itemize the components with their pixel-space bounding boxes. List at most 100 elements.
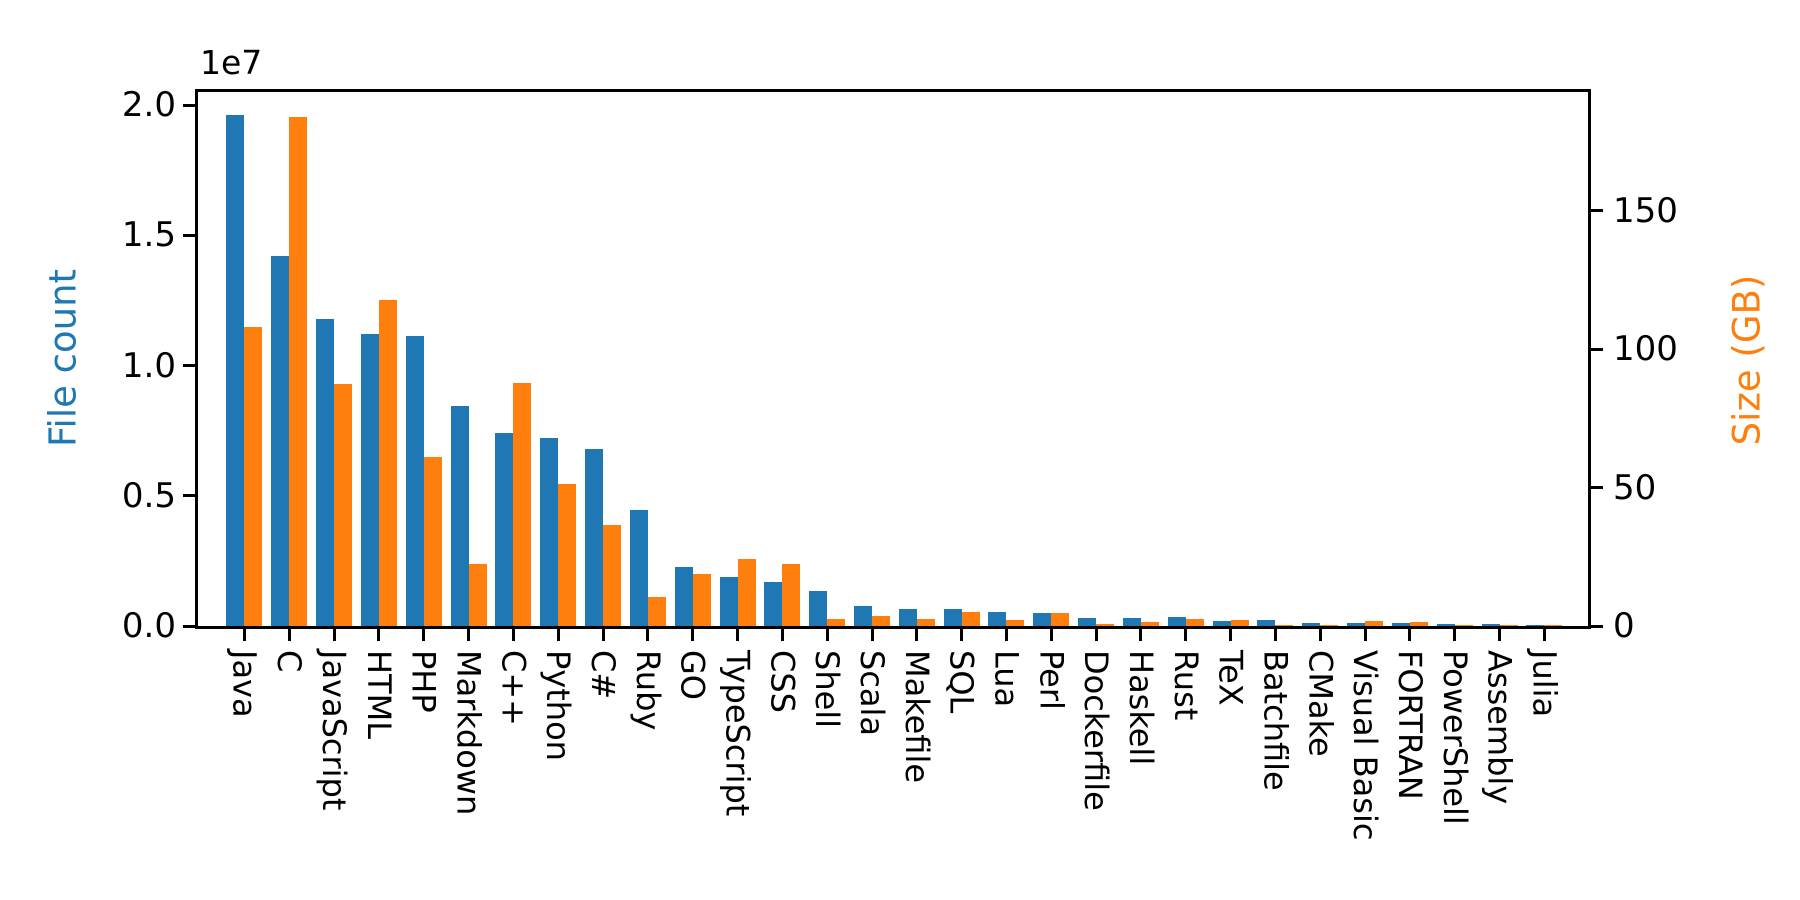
y-tick-label-right: 100 <box>1613 329 1678 369</box>
x-tick-label: TeX <box>1211 650 1250 706</box>
x-axis: Java C JavaScript HTML PHP Markdown C++ Python C… <box>198 629 1588 895</box>
file-count-bar <box>943 609 962 626</box>
size-bar <box>916 619 935 626</box>
size-bar <box>1096 624 1115 626</box>
size-bar <box>603 525 622 626</box>
bar-group <box>625 92 670 626</box>
x-tick <box>556 629 560 641</box>
file-count-bar <box>1033 613 1052 626</box>
x-tick-label: PHP <box>404 650 443 713</box>
x-tick-label: C++ <box>494 650 533 726</box>
file-count-bar <box>271 256 290 626</box>
bar-group <box>715 92 760 626</box>
file-count-bar <box>854 606 872 626</box>
file-count-bar <box>898 609 917 626</box>
x-tick-label: C# <box>584 650 623 700</box>
size-bar <box>872 616 890 626</box>
x-tick <box>377 629 381 641</box>
y-tick-label-left: 1.0 <box>121 346 176 386</box>
file-count-bar <box>405 336 424 626</box>
x-axis-column: TypeScript <box>715 629 760 895</box>
size-bar <box>558 484 577 626</box>
y-tick-label-left: 2.0 <box>121 85 176 125</box>
bar-group <box>850 92 895 626</box>
x-tick <box>422 629 426 641</box>
bar-group <box>1119 92 1164 626</box>
bar-group <box>1208 92 1253 626</box>
x-axis-column: Batchfile <box>1253 629 1298 895</box>
x-tick <box>1229 629 1233 641</box>
x-axis-column: Makefile <box>894 629 939 895</box>
size-bar <box>1185 619 1204 626</box>
bar-group <box>356 92 401 626</box>
file-count-bar <box>1078 618 1097 626</box>
x-tick-label: Lua <box>987 650 1026 708</box>
x-tick <box>1498 629 1502 641</box>
x-tick <box>915 629 919 641</box>
y-tick-label-right: 0 <box>1613 606 1635 646</box>
size-bar <box>244 327 263 626</box>
bar-group <box>1163 92 1208 626</box>
x-tick <box>1004 629 1008 641</box>
bar-group <box>536 92 581 626</box>
bar-group <box>1432 92 1477 626</box>
x-axis-column: Lua <box>984 629 1029 895</box>
size-bar <box>961 612 980 626</box>
bar-group <box>1298 92 1343 626</box>
x-axis-column: Haskell <box>1119 629 1164 895</box>
bar-group <box>805 92 850 626</box>
x-tick-label: Perl <box>1032 650 1071 710</box>
x-tick <box>1408 629 1412 641</box>
size-bar <box>692 574 711 626</box>
file-count-bar <box>1481 624 1500 626</box>
file-count-bar <box>1212 621 1231 626</box>
file-count-bar <box>1122 618 1141 626</box>
x-tick-label: Scala <box>853 650 891 737</box>
x-tick <box>1453 629 1457 641</box>
x-axis-column: Dockerfile <box>1074 629 1119 895</box>
y-tick-left <box>183 364 195 367</box>
bar-group <box>1522 92 1567 626</box>
x-axis-column: TeX <box>1208 629 1253 895</box>
y-tick-right <box>1591 348 1603 351</box>
x-tick-label: Ruby <box>628 650 667 731</box>
x-tick <box>1363 629 1367 641</box>
y-tick-label-right: 150 <box>1613 191 1678 231</box>
size-bar <box>1409 622 1428 626</box>
x-axis-column: Scala <box>850 629 895 895</box>
x-tick <box>1184 629 1188 641</box>
x-tick-label: FORTRAN <box>1390 650 1429 800</box>
plot-frame <box>195 89 1591 629</box>
x-tick <box>1542 629 1546 641</box>
x-tick-label: Dockerfile <box>1077 650 1116 811</box>
y-tick-right <box>1591 486 1603 489</box>
bar-group <box>267 92 312 626</box>
x-axis-column: PowerShell <box>1432 629 1477 895</box>
x-tick-label: Java <box>225 650 264 718</box>
x-axis-column: Perl <box>1029 629 1074 895</box>
bar-group <box>760 92 805 626</box>
file-count-bar <box>360 334 379 626</box>
y-tick-label-left: 1.5 <box>121 215 176 255</box>
x-axis-column: C++ <box>491 629 536 895</box>
x-tick-label: PowerShell <box>1435 650 1474 825</box>
x-axis-column: Java <box>222 629 267 895</box>
x-tick <box>287 629 291 641</box>
file-count-bar <box>674 567 693 626</box>
size-bar <box>1140 622 1159 626</box>
file-count-bar <box>764 582 783 626</box>
file-count-bar <box>1436 624 1455 626</box>
y-tick-left <box>183 494 195 497</box>
x-axis-column: Shell <box>805 629 850 895</box>
file-count-bar <box>988 612 1007 626</box>
x-tick <box>736 629 740 641</box>
size-bar <box>1499 625 1518 626</box>
x-tick-label: Visual Basic <box>1346 650 1385 841</box>
bar-group <box>446 92 491 626</box>
x-axis-column: JavaScript <box>312 629 357 895</box>
x-tick <box>691 629 695 641</box>
x-axis-column: C# <box>581 629 626 895</box>
x-axis-column: Assembly <box>1477 629 1522 895</box>
size-bar <box>1051 613 1070 626</box>
